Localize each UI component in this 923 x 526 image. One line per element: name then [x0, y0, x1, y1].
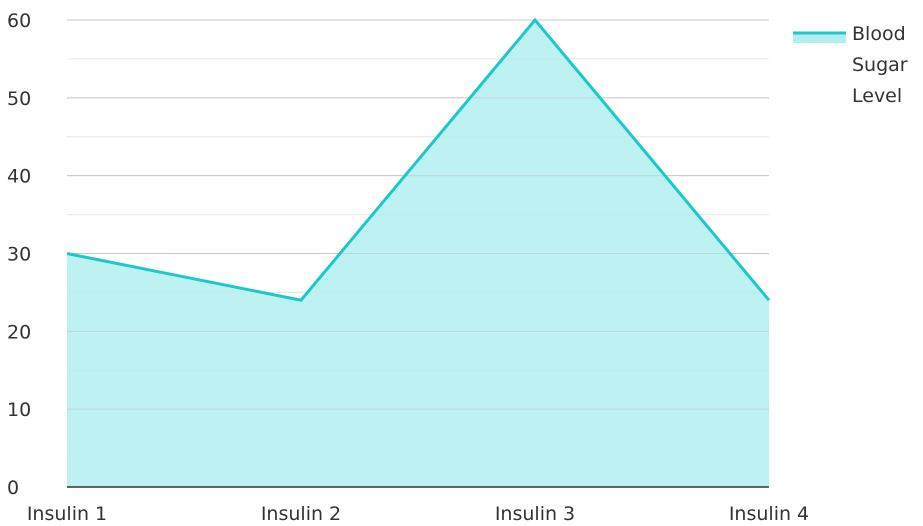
y-tick-label: 30 — [7, 244, 31, 266]
x-tick-label: Insulin 1 — [27, 503, 107, 525]
x-tick-label: Insulin 3 — [495, 503, 575, 525]
legend-label-line-2: Sugar — [852, 54, 908, 76]
y-tick-label: 0 — [7, 477, 19, 499]
x-tick-label: Insulin 4 — [729, 503, 809, 525]
series-line-blood-sugar-level — [66, 17, 771, 302]
legend: Blood Sugar Level — [793, 23, 908, 107]
x-tick-label: Insulin 2 — [261, 503, 341, 525]
y-axis: 0 10 20 30 40 50 60 — [7, 10, 31, 499]
y-tick-label: 40 — [7, 166, 31, 188]
legend-label-line-3: Level — [852, 85, 902, 107]
plot-area — [66, 17, 771, 488]
y-tick-label: 50 — [7, 88, 31, 110]
x-axis: Insulin 1 Insulin 2 Insulin 3 Insulin 4 — [27, 503, 809, 525]
legend-swatch-fill — [793, 33, 846, 43]
y-tick-label: 60 — [7, 10, 31, 32]
legend-label-line-1: Blood — [852, 23, 906, 45]
y-tick-label: 10 — [7, 399, 31, 421]
y-tick-label: 20 — [7, 321, 31, 343]
